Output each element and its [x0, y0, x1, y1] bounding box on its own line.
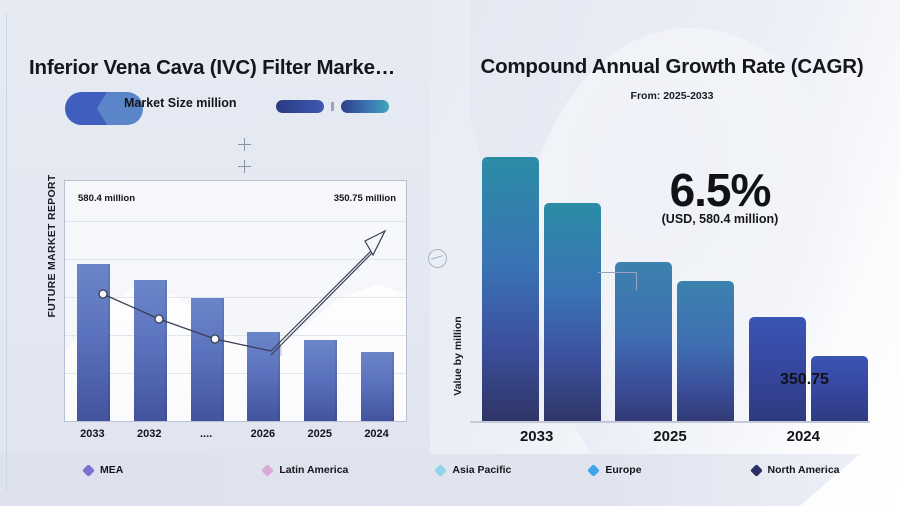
right-x-axis: 2033 2025 2024	[470, 428, 870, 445]
gridline	[65, 221, 406, 222]
legend-marker-icon	[434, 463, 448, 477]
legend-item-asia-pacific[interactable]: Asia Pacific	[434, 463, 512, 477]
right-y-axis-label: Value by million	[452, 316, 464, 396]
x-tick: 2025	[307, 428, 332, 440]
plus-icon	[238, 160, 251, 173]
plus-icon	[238, 138, 251, 151]
cagr-value: 6.5%	[669, 164, 772, 216]
legend-marker-icon	[82, 463, 95, 477]
x-tick: 2032	[137, 428, 162, 440]
bar	[544, 203, 601, 422]
right-chart-baseline	[470, 421, 870, 423]
right-chart-plot-area	[470, 130, 870, 422]
cagr-caption: (USD, 580.4 million)	[661, 212, 779, 226]
bar	[361, 351, 395, 421]
legend-item-europe[interactable]: Europe	[587, 463, 642, 477]
legend-item-north-america[interactable]: North America	[749, 463, 840, 477]
legend-label: Europe	[605, 464, 642, 476]
right-chart-subtitle: From: 2025-2033	[630, 90, 714, 102]
legend-item-latin-america[interactable]: Latin America	[261, 463, 349, 477]
legend-item-mea[interactable]: MEA	[82, 463, 124, 477]
logo-right-half	[97, 92, 143, 125]
legend-label: North America	[767, 464, 840, 476]
legend-label: Latin America	[279, 464, 349, 476]
gridline	[65, 297, 406, 298]
left-x-axis: 2033 2032 .... 2026 2025 2024	[64, 425, 405, 443]
legend-label: MEA	[100, 464, 124, 476]
left-y-axis-label: FUTURE MARKET REPORT	[46, 174, 58, 318]
bar	[482, 157, 539, 422]
no-entry-icon	[428, 249, 447, 268]
bar	[810, 355, 868, 422]
bracket-decoration	[598, 272, 637, 290]
x-tick: 2033	[519, 428, 554, 445]
bottom-strip	[0, 454, 860, 506]
gridline	[65, 335, 406, 336]
bar	[190, 297, 224, 421]
x-tick: 2024	[786, 428, 820, 445]
left-edge-divider	[6, 14, 7, 492]
market-size-logo-icon	[65, 92, 143, 125]
bar	[748, 317, 806, 422]
bar	[304, 339, 338, 421]
x-tick: 2024	[364, 428, 389, 440]
pill-secondary	[341, 100, 389, 113]
left-chart-plot-area: 580.4 million 350.75 million ▤ ⬚	[64, 180, 407, 422]
right-chart-title: Compound Annual Growth Rate (CAGR)	[480, 55, 864, 78]
x-tick: 2025	[653, 428, 687, 445]
legend-label: Asia Pacific	[452, 464, 512, 476]
gridline	[65, 259, 406, 260]
left-series-label: Market Size million	[124, 96, 237, 110]
plus-decorations	[238, 138, 251, 182]
pill-separator-icon	[331, 102, 334, 111]
left-annotation-end: 350.75 million	[333, 193, 396, 204]
x-tick: ....	[199, 428, 213, 440]
left-trend-line-overlay	[98, 229, 387, 356]
legend-marker-icon	[749, 463, 763, 477]
pill-primary	[276, 100, 324, 113]
bar	[133, 280, 167, 421]
x-tick: 2033	[80, 428, 105, 440]
left-annotation-start: 580.4 million	[78, 193, 136, 204]
bar	[677, 280, 735, 422]
right-bar-data-label: 350.75	[780, 371, 829, 388]
header-pill-group	[276, 100, 389, 113]
bar	[615, 262, 673, 422]
x-tick: 2026	[250, 428, 276, 440]
legend-marker-icon	[261, 463, 275, 477]
legend: MEA Latin America Asia Pacific Europe North …	[82, 463, 840, 477]
left-chart-title: Inferior Vena Cava (IVC) Filter Marke…	[29, 56, 396, 79]
gridline	[65, 373, 406, 374]
legend-marker-icon	[587, 463, 601, 477]
